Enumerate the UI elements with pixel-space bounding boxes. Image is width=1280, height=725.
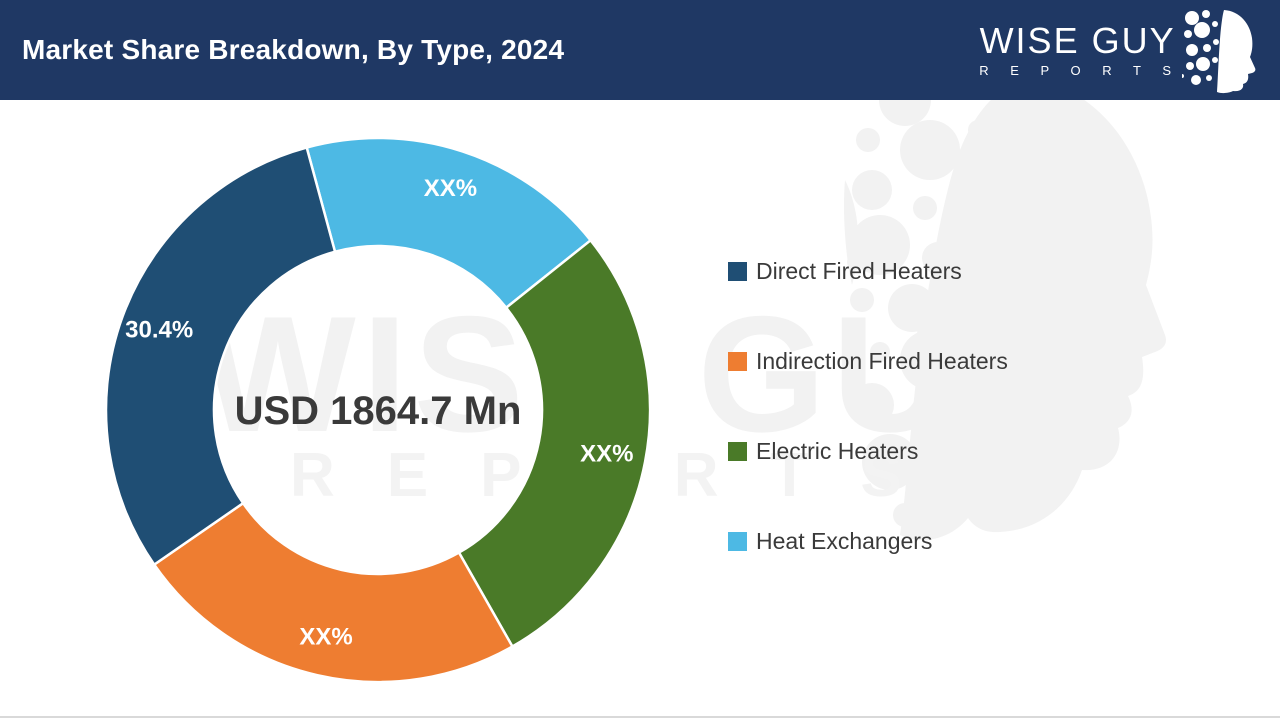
legend-swatch-direct-fired-heaters [728, 261, 747, 281]
legend-item-electric-heaters: Electric Heaters [728, 436, 1008, 466]
legend-item-indirection-fired-heaters: Indirection Fired Heaters [728, 346, 1008, 376]
legend-swatch-heat-exchangers [728, 531, 747, 551]
legend-swatch-indirection-fired-heaters [728, 351, 747, 371]
legend-swatch-electric-heaters [728, 441, 747, 461]
page-title: Market Share Breakdown, By Type, 2024 [22, 34, 565, 65]
legend-item-direct-fired-heaters: Direct Fired Heaters [728, 256, 1008, 286]
legend-item-heat-exchangers: Heat Exchangers [728, 526, 1008, 556]
logo-subtext: R E P O R T S [979, 63, 1180, 78]
logo-text: WISE GUY R E P O R T S [975, 20, 1180, 78]
legend-label: Electric Heaters [756, 437, 919, 464]
bottom-border-line [0, 716, 1280, 718]
logo-face-icon [1182, 10, 1256, 94]
legend-label: Heat Exchangers [756, 527, 933, 554]
legend-label: Direct Fired Heaters [756, 257, 962, 284]
logo-wordmark: WISE GUY [979, 20, 1176, 61]
legend-label: Indirection Fired Heaters [756, 347, 1008, 374]
chart-legend: Direct Fired Heaters Indirection Fired H… [728, 256, 1008, 616]
header-bar: Market Share Breakdown, By Type, 2024 WI… [0, 0, 1280, 100]
wise-guy-reports-logo: WISE GUY R E P O R T S [975, 6, 1256, 94]
